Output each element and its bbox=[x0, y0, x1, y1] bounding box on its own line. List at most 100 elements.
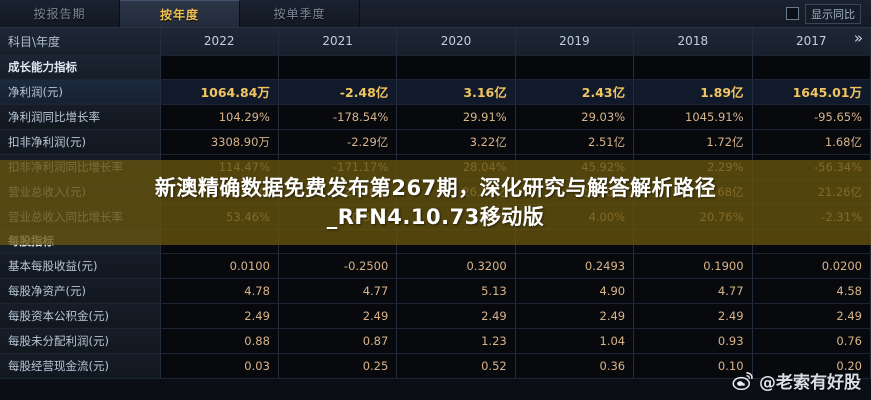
tab-by-quarter[interactable]: 按单季度 bbox=[240, 0, 360, 27]
table-cell: 2.49 bbox=[515, 303, 635, 329]
table-cell: 3.22亿 bbox=[396, 129, 516, 155]
table-cell bbox=[752, 55, 871, 80]
show-yoy-label: 显示同比 bbox=[805, 3, 861, 24]
header-year-3[interactable]: 2019 bbox=[515, 28, 635, 56]
table-cell: 2.51亿 bbox=[515, 129, 635, 155]
table-row: 每股经营现金流(元) 0.03 0.25 0.52 0.36 0.10 0.20 bbox=[0, 353, 871, 379]
row-label: 净利润同比增长率 bbox=[0, 104, 161, 130]
table-cell: 0.88 bbox=[160, 328, 279, 354]
weibo-icon bbox=[732, 372, 753, 390]
table-cell: 0.20 bbox=[752, 353, 871, 379]
table-cell: 0.93 bbox=[633, 328, 753, 354]
table-cell: 0.3200 bbox=[396, 253, 516, 279]
table-cell bbox=[515, 55, 635, 80]
overlay-line-1: 新澳精确数据免费发布第267期，深化研究与解答解析路径 bbox=[154, 176, 717, 201]
promo-overlay: 新澳精确数据免费发布第267期，深化研究与解答解析路径 _RFN4.10.73移… bbox=[0, 160, 871, 245]
table-cell: 4.77 bbox=[633, 278, 753, 304]
table-cell: 3308.90万 bbox=[160, 129, 279, 155]
table-cell: 2.49 bbox=[752, 303, 871, 329]
weibo-watermark: @老索有好股 bbox=[732, 368, 861, 393]
row-label: 每股净资产(元) bbox=[0, 278, 161, 304]
table-cell: 1064.84万 bbox=[160, 79, 279, 105]
tab-bar: 按报告期 按年度 按单季度 显示同比 bbox=[0, 0, 871, 28]
table-cell: 0.10 bbox=[633, 353, 753, 379]
table-row: 每股净资产(元) 4.78 4.77 5.13 4.90 4.77 4.58 bbox=[0, 278, 871, 304]
row-label: 每股资本公积金(元) bbox=[0, 303, 161, 329]
tab-label: 按报告期 bbox=[33, 7, 86, 21]
table-row: 扣非净利润(元) 3308.90万 -2.29亿 3.22亿 2.51亿 1.72亿 1.6… bbox=[0, 129, 871, 155]
header-corner: 科目\年度 bbox=[0, 28, 161, 56]
table-cell: 1.72亿 bbox=[633, 129, 753, 155]
table-cell: 1.23 bbox=[396, 328, 516, 354]
table-cell: -0.2500 bbox=[278, 253, 398, 279]
table-row: 成长能力指标 bbox=[0, 55, 871, 80]
table-cell: 2.49 bbox=[396, 303, 516, 329]
table-cell: 5.13 bbox=[396, 278, 516, 304]
row-label: 基本每股收益(元) bbox=[0, 253, 161, 279]
table-cell: -2.29亿 bbox=[278, 129, 398, 155]
table-row: 基本每股收益(元) 0.0100 -0.2500 0.3200 0.2493 0.1900… bbox=[0, 253, 871, 279]
table-cell: 4.58 bbox=[752, 278, 871, 304]
table-cell: 2.49 bbox=[633, 303, 753, 329]
table-cell bbox=[278, 55, 398, 80]
tab-label: 按年度 bbox=[159, 7, 199, 22]
table-row: 净利润同比增长率 104.29% -178.54% 29.91% 29.03% 1045.… bbox=[0, 104, 871, 130]
table-cell: 2.49 bbox=[278, 303, 398, 329]
tab-bar-spacer bbox=[360, 0, 786, 27]
table-cell: 0.0200 bbox=[752, 253, 871, 279]
row-label: 每股未分配利润(元) bbox=[0, 328, 161, 354]
header-year-1[interactable]: 2021 bbox=[278, 28, 398, 56]
row-label: 净利润(元) bbox=[0, 79, 161, 105]
table-row: 净利润(元) 1064.84万 -2.48亿 3.16亿 2.43亿 1.89亿 1645.… bbox=[0, 79, 871, 105]
tab-by-year[interactable]: 按年度 bbox=[120, 0, 240, 27]
table-row: 每股资本公积金(元) 2.49 2.49 2.49 2.49 2.49 2.49 bbox=[0, 303, 871, 329]
table-cell: 3.16亿 bbox=[396, 79, 516, 105]
table-cell: 0.52 bbox=[396, 353, 516, 379]
table-cell: 0.03 bbox=[160, 353, 279, 379]
table-cell: 2.43亿 bbox=[515, 79, 635, 105]
table-cell: 1.04 bbox=[515, 328, 635, 354]
table-row: 每股未分配利润(元) 0.88 0.87 1.23 1.04 0.93 0.76 bbox=[0, 328, 871, 354]
table-cell: 1645.01万 bbox=[752, 79, 871, 105]
header-row: 科目\年度 2022 2021 2020 2019 2018 2017 bbox=[0, 28, 871, 56]
table-cell: 1.68亿 bbox=[752, 129, 871, 155]
tab-label: 按单季度 bbox=[273, 7, 326, 21]
table-cell: 2.49 bbox=[160, 303, 279, 329]
row-label: 成长能力指标 bbox=[0, 55, 161, 80]
table-cell: 4.90 bbox=[515, 278, 635, 304]
table-cell: 4.77 bbox=[278, 278, 398, 304]
table-cell: 0.25 bbox=[278, 353, 398, 379]
table-cell: 0.0100 bbox=[160, 253, 279, 279]
table-cell: -2.48亿 bbox=[278, 79, 398, 105]
table-cell: 29.91% bbox=[396, 104, 516, 130]
table-cell: 0.36 bbox=[515, 353, 635, 379]
expand-columns-icon[interactable]: » bbox=[853, 29, 863, 47]
table-cell: 104.29% bbox=[160, 104, 279, 130]
show-yoy-control[interactable]: 显示同比 bbox=[786, 0, 871, 27]
table-cell bbox=[633, 55, 753, 80]
header-year-0[interactable]: 2022 bbox=[160, 28, 279, 56]
table-cell: -178.54% bbox=[278, 104, 398, 130]
table-cell: 29.03% bbox=[515, 104, 635, 130]
table-header: 科目\年度 2022 2021 2020 2019 2018 2017 bbox=[0, 28, 871, 56]
table-cell bbox=[396, 55, 516, 80]
table-cell bbox=[160, 55, 279, 80]
table-cell: 0.87 bbox=[278, 328, 398, 354]
show-yoy-checkbox[interactable] bbox=[786, 7, 799, 20]
weibo-handle: @老索有好股 bbox=[759, 373, 861, 393]
tab-by-report-period[interactable]: 按报告期 bbox=[0, 0, 120, 27]
table-cell: 1045.91% bbox=[633, 104, 753, 130]
row-label: 每股经营现金流(元) bbox=[0, 353, 161, 379]
table-cell: 0.2493 bbox=[515, 253, 635, 279]
table-cell: 0.76 bbox=[752, 328, 871, 354]
table-cell: 0.1900 bbox=[633, 253, 753, 279]
table-cell: -95.65% bbox=[752, 104, 871, 130]
header-year-4[interactable]: 2018 bbox=[633, 28, 753, 56]
table-cell: 1.89亿 bbox=[633, 79, 753, 105]
row-label: 扣非净利润(元) bbox=[0, 129, 161, 155]
header-year-5[interactable]: 2017 bbox=[752, 28, 871, 56]
overlay-line-2: _RFN4.10.73移动版 bbox=[326, 204, 545, 229]
header-year-2[interactable]: 2020 bbox=[396, 28, 516, 56]
table-cell: 4.78 bbox=[160, 278, 279, 304]
